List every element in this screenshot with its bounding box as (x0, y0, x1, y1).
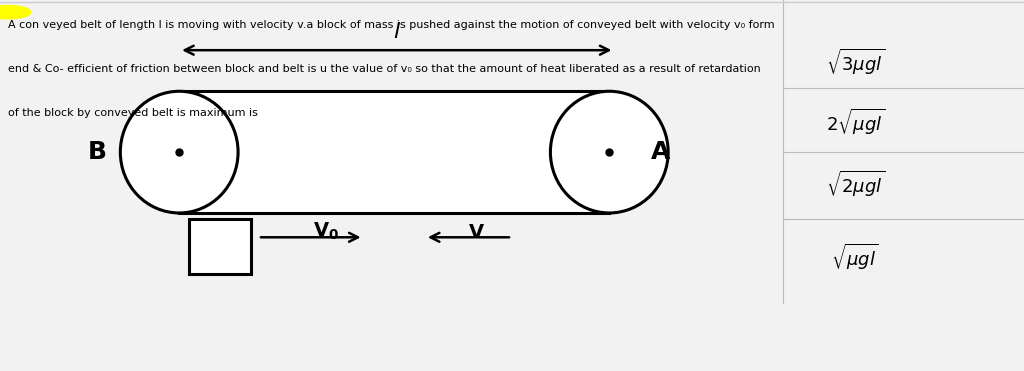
Bar (179, 91, 609, 213)
Text: of the block by conveyed belt is maximum is: of the block by conveyed belt is maximum… (8, 108, 258, 118)
Text: $\sqrt{2\mu gl}$: $\sqrt{2\mu gl}$ (825, 169, 885, 199)
Text: $\sqrt{\mu gl}$: $\sqrt{\mu gl}$ (831, 242, 879, 272)
Circle shape (0, 6, 31, 19)
Ellipse shape (121, 91, 238, 213)
Text: $l$: $l$ (393, 22, 401, 42)
Bar (189, 219, 251, 274)
Text: A con veyed belt of length l is moving with velocity v.a block of mass is pushed: A con veyed belt of length l is moving w… (8, 20, 775, 30)
Text: A: A (651, 140, 670, 164)
Text: $\mathbf{V_0}$: $\mathbf{V_0}$ (312, 220, 339, 242)
Text: $\mathbf{V}$: $\mathbf{V}$ (468, 223, 484, 242)
Text: $2\sqrt{\mu gl}$: $2\sqrt{\mu gl}$ (825, 106, 885, 137)
Text: $\sqrt{3\mu gl}$: $\sqrt{3\mu gl}$ (825, 47, 885, 78)
Text: end & Co- efficient of friction between block and belt is u the value of v₀ so t: end & Co- efficient of friction between … (8, 64, 761, 74)
Ellipse shape (551, 91, 668, 213)
Text: B: B (88, 140, 106, 164)
